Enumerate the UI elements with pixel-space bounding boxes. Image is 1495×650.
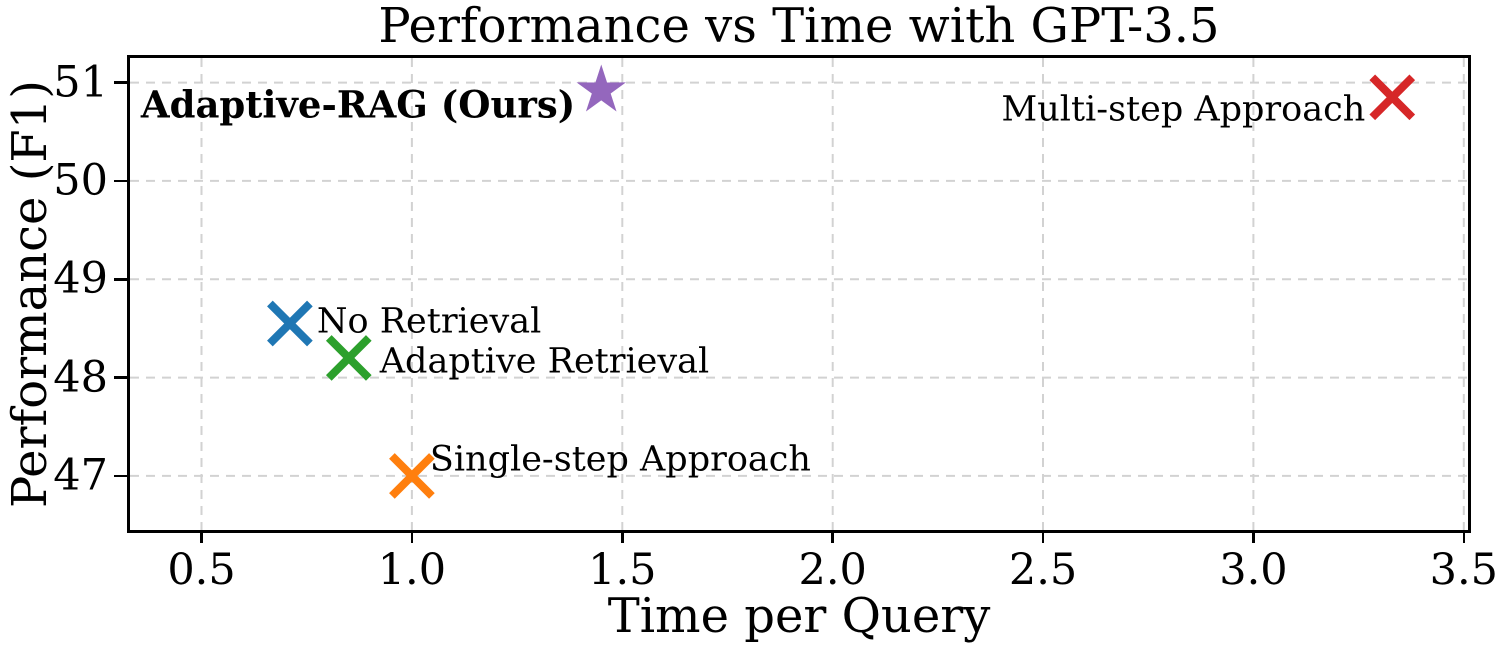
x-tick-label-1.0: 1.0	[377, 545, 447, 595]
marker-x-multi-step-approach	[1369, 74, 1416, 121]
x-tick-3.5	[1462, 530, 1466, 543]
label-single-step-approach: Single-step Approach	[429, 439, 811, 480]
marker-star-adaptive-rag-ours	[576, 64, 626, 112]
y-tick-label-48: 48	[53, 352, 108, 403]
x-tick-label-2.0: 2.0	[798, 545, 867, 595]
y-tick-label-50: 50	[53, 155, 108, 206]
x-tick-1.0	[410, 530, 414, 543]
label-adaptive-retrieval: Adaptive Retrieval	[379, 341, 710, 382]
y-tick-label-47: 47	[53, 450, 108, 501]
label-multi-step-approach: Multi-step Approach	[1001, 89, 1366, 130]
marker-x-adaptive-retrieval	[325, 335, 372, 381]
x-tick-label-3.5: 3.5	[1429, 545, 1495, 595]
y-tick-label-49: 49	[53, 253, 108, 304]
x-tick-1.5	[621, 530, 624, 543]
x-tick-0.5	[200, 530, 203, 543]
x-tick-2.0	[831, 530, 834, 543]
label-no-retrieval: No Retrieval	[316, 301, 542, 341]
x-tick-label-0.5: 0.5	[167, 545, 236, 595]
x-tick-label-3.0: 3.0	[1219, 545, 1288, 595]
plot-area	[127, 55, 1471, 533]
x-tick-label-2.5: 2.5	[1008, 545, 1078, 595]
y-tick-48	[114, 376, 127, 379]
x-axis-label: Time per Query	[607, 588, 991, 644]
y-tick-50	[114, 179, 127, 183]
y-tick-47	[114, 474, 127, 478]
label-adaptive-rag-ours: Adaptive-RAG (Ours)	[140, 82, 576, 127]
y-tick-51	[114, 81, 127, 84]
x-tick-3.0	[1252, 530, 1255, 543]
y-tick-label-51: 51	[53, 57, 108, 108]
x-tick-label-1.5: 1.5	[588, 545, 657, 595]
y-axis-label: Performance (F1)	[2, 80, 58, 508]
marker-x-single-step-approach	[389, 453, 435, 499]
chart-title: Performance vs Time with GPT-3.5	[378, 0, 1220, 54]
plot-canvas	[130, 58, 1468, 530]
marker-x-no-retrieval	[267, 300, 313, 347]
x-tick-2.5	[1041, 530, 1045, 543]
y-tick-49	[114, 278, 127, 281]
